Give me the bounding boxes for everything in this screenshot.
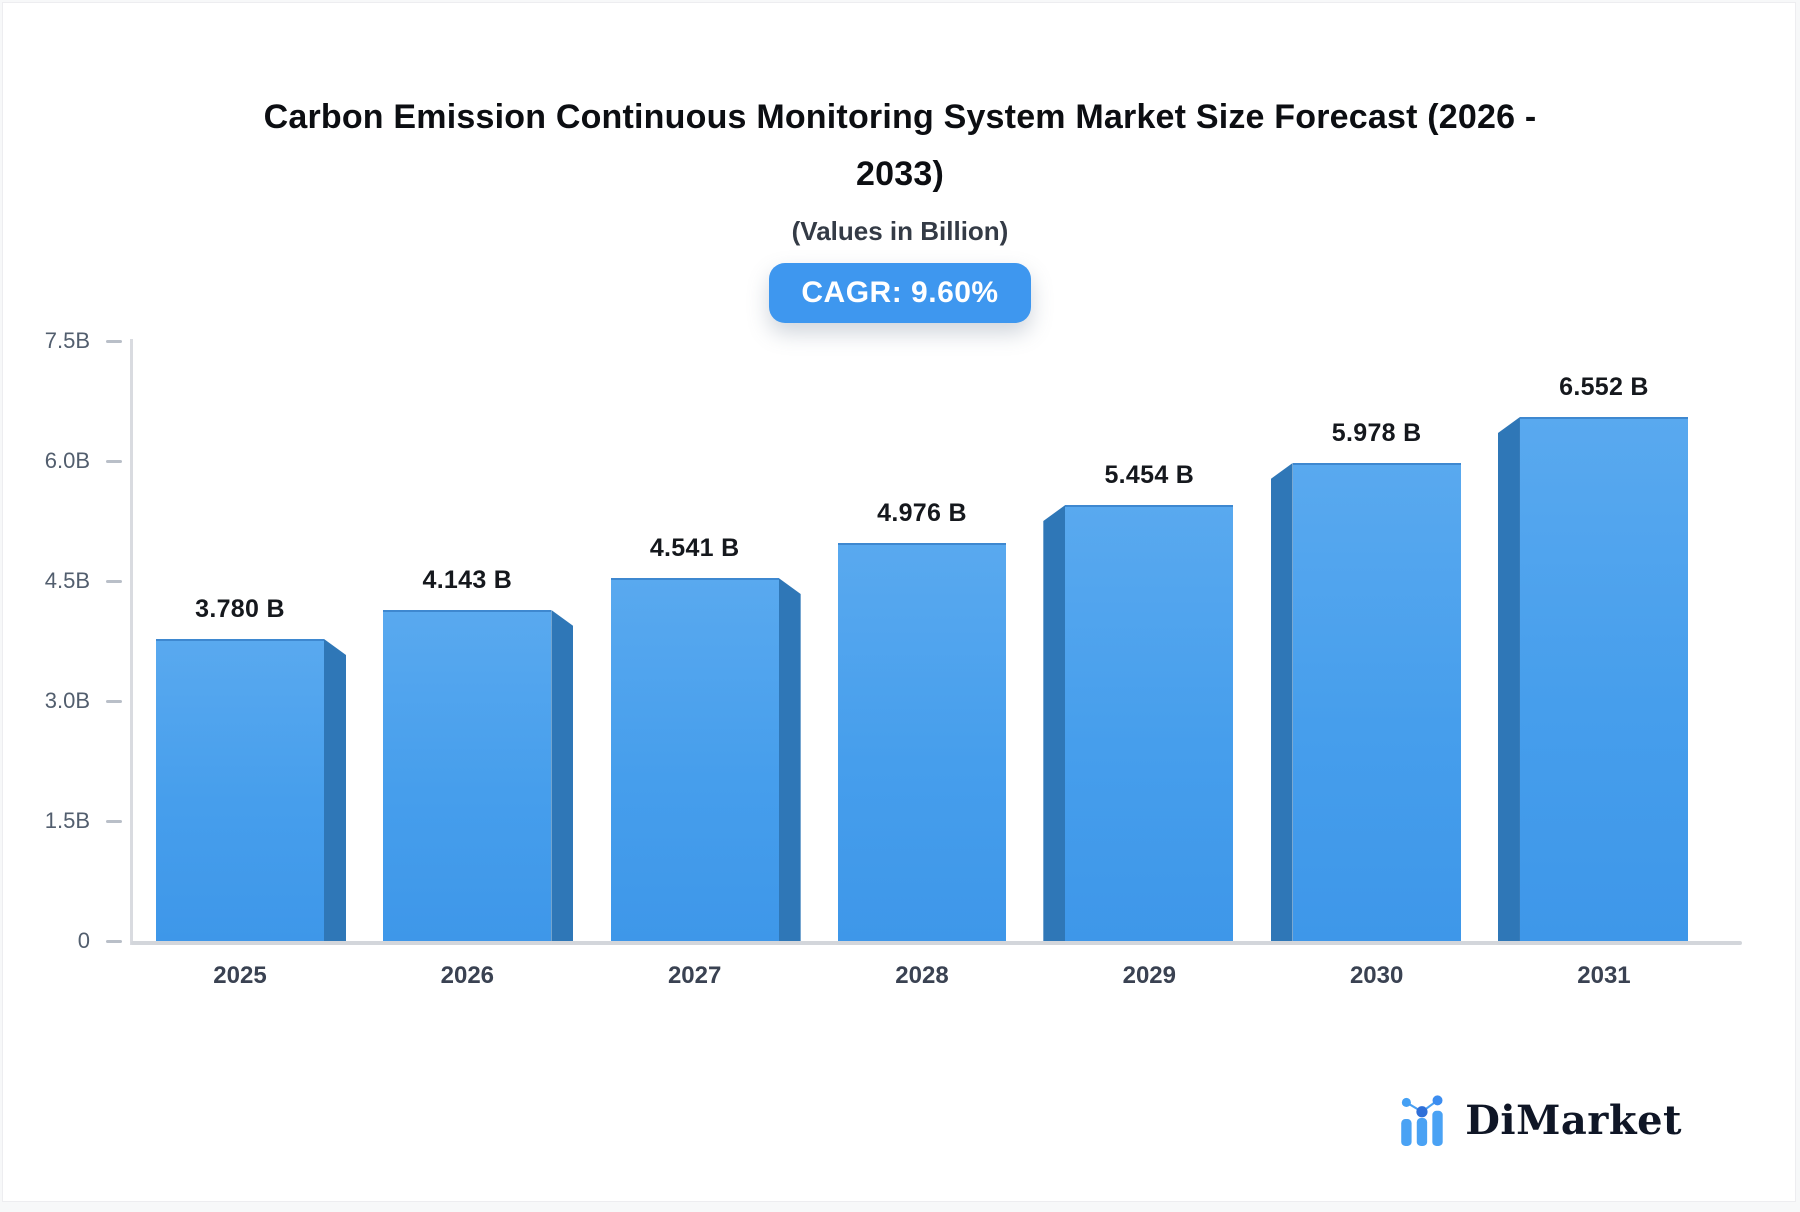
y-axis-tick-mark	[106, 340, 122, 343]
y-axis-tick-label: 6.0B	[44, 448, 90, 473]
bar	[1065, 505, 1234, 941]
bar-chart-logo-icon	[1395, 1090, 1451, 1151]
bar-value-label: 5.454 B	[1104, 461, 1195, 489]
bar-3d-side	[1270, 463, 1293, 941]
y-axis-tick-mark	[106, 820, 122, 823]
x-axis-category-label: 2031	[1577, 962, 1631, 989]
bar-value-label: 4.143 B	[422, 566, 513, 594]
bar	[1519, 417, 1688, 941]
bar-3d-side	[324, 639, 346, 941]
chart-title-line-1: Carbon Emission Continuous Monitoring Sy…	[263, 98, 1537, 136]
chart-title-line-2: 2033)	[856, 155, 944, 193]
bar	[156, 639, 324, 941]
x-axis-category-label: 2026	[440, 962, 495, 989]
y-axis-tick-label: 4.5B	[44, 568, 90, 593]
bar	[610, 578, 779, 941]
y-axis-line	[130, 339, 133, 945]
x-axis-category-label: 2030	[1349, 962, 1404, 989]
bar-value-label: 3.780 B	[195, 595, 285, 623]
y-axis-tick-label: 0	[77, 928, 90, 953]
y-axis-tick-mark	[106, 940, 122, 943]
y-axis-tick-mark	[106, 700, 122, 703]
y-axis-tick-label: 3.0B	[44, 688, 90, 713]
bar-value-label: 5.978 B	[1331, 419, 1422, 447]
brand-logo: DiMarket	[1395, 1088, 1682, 1152]
bar-value-label: 6.552 B	[1559, 373, 1649, 401]
bar	[837, 543, 1006, 941]
bar-value-label: 4.976 B	[877, 499, 967, 527]
y-axis-tick-mark	[106, 460, 122, 463]
y-axis-tick-label: 1.5B	[44, 808, 90, 833]
x-axis-category-label: 2027	[667, 962, 722, 989]
cagr-badge: CAGR: 9.60%	[769, 263, 1031, 323]
bar	[383, 610, 552, 941]
x-axis-category-label: 2029	[1122, 962, 1176, 989]
chart-subtitle: (Values in Billion)	[791, 216, 1009, 246]
x-axis-category-label: 2028	[895, 962, 949, 989]
chart-header: Carbon Emission Continuous Monitoring Sy…	[0, 0, 1800, 323]
bar-3d-side	[1043, 505, 1066, 941]
y-axis-tick-mark	[106, 580, 122, 583]
bar-3d-side	[778, 578, 801, 941]
y-axis-tick-label: 7.5B	[44, 328, 90, 353]
x-axis-baseline	[131, 941, 1742, 945]
bar-3d-side	[1497, 417, 1520, 941]
brand-name: DiMarket	[1465, 1096, 1682, 1144]
bar-value-label: 4.541 B	[649, 534, 740, 562]
x-axis-category-label: 2025	[213, 962, 267, 989]
bar-3d-side	[551, 610, 574, 941]
bar	[1292, 463, 1461, 941]
